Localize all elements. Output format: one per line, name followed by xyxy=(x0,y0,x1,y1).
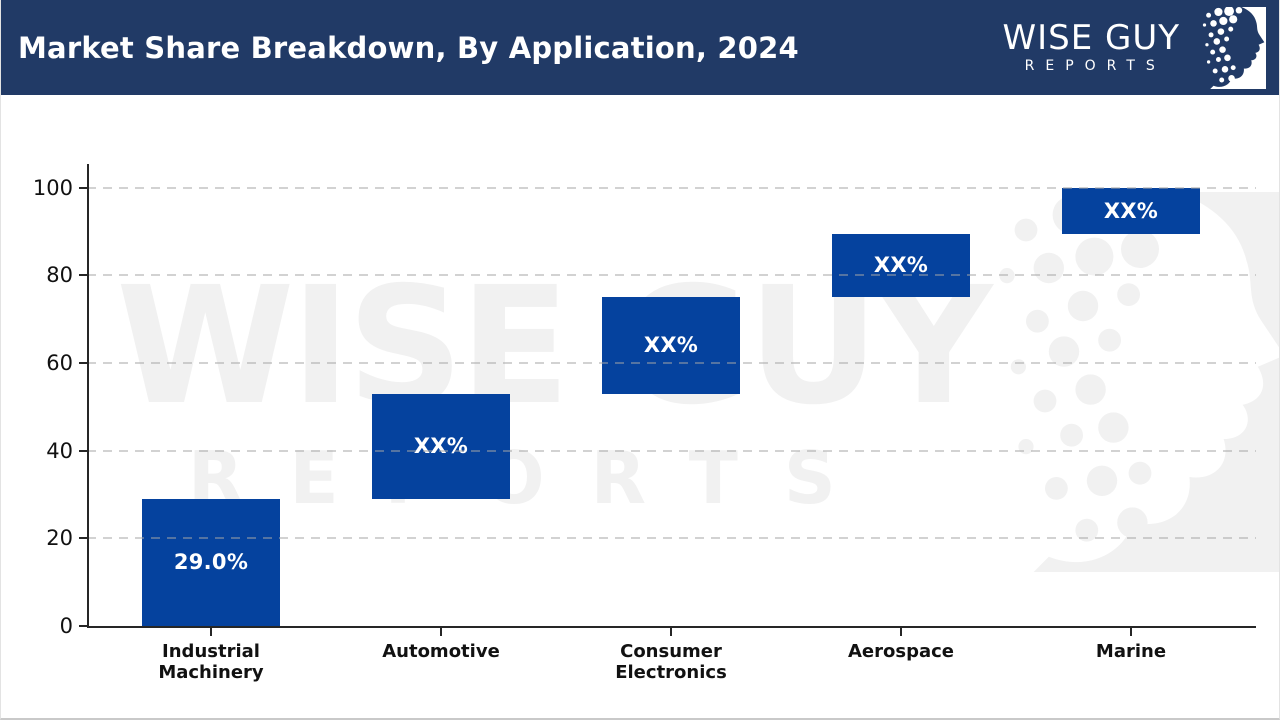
bar-value-label-2: XX% xyxy=(413,434,469,459)
bar-value-label-4: XX% xyxy=(873,253,929,278)
y-tick-80 xyxy=(79,274,87,277)
y-axis-line xyxy=(87,164,89,628)
bar-1: 29.0% xyxy=(142,498,280,626)
bar-value-label-1: 29.0% xyxy=(173,550,249,575)
chart-title: Market Share Breakdown, By Application, … xyxy=(18,30,799,65)
gridline-40 xyxy=(87,449,1256,452)
y-tick-100 xyxy=(79,186,87,189)
logo-wordmark: WISE GUY xyxy=(1002,17,1180,58)
y-tick-label-80: 80 xyxy=(46,263,73,288)
logo-text: WISE GUY REPORTS xyxy=(1002,17,1180,75)
bar-2: XX% xyxy=(372,393,510,499)
x-category-label-2: Automotive xyxy=(382,641,500,662)
y-tick-label-60: 60 xyxy=(46,351,73,376)
x-category-label-5: Marine xyxy=(1095,641,1167,662)
header-bar: Market Share Breakdown, By Application, … xyxy=(0,0,1280,95)
x-tick-2 xyxy=(440,628,442,636)
y-tick-60 xyxy=(79,362,87,365)
y-tick-label-100: 100 xyxy=(32,175,73,200)
gridline-80 xyxy=(87,274,1256,277)
watermark-subtext: REPORTS xyxy=(188,436,882,520)
y-tick-label-20: 20 xyxy=(46,526,73,551)
y-tick-label-40: 40 xyxy=(46,438,73,463)
wise-guy-logo: WISE GUY REPORTS xyxy=(1002,7,1280,89)
gridline-100 xyxy=(87,186,1256,189)
x-tick-4 xyxy=(900,628,902,636)
x-category-label-1: Industrial Machinery xyxy=(158,641,264,684)
y-tick-40 xyxy=(79,449,87,452)
bar-3: XX% xyxy=(602,297,740,394)
x-category-label-4: Aerospace xyxy=(847,641,954,662)
bar-value-label-5: XX% xyxy=(1103,198,1159,223)
x-tick-3 xyxy=(670,628,672,636)
logo-subtext: REPORTS xyxy=(1024,58,1166,75)
x-category-label-3: Consumer Electronics xyxy=(615,641,727,684)
x-axis-line xyxy=(87,626,1256,628)
bar-5: XX% xyxy=(1062,187,1200,234)
logo-face-icon xyxy=(1184,7,1266,89)
gridline-60 xyxy=(87,362,1256,365)
y-tick-label-0: 0 xyxy=(59,614,73,638)
y-tick-20 xyxy=(79,537,87,540)
x-tick-1 xyxy=(210,628,212,636)
bar-4: XX% xyxy=(832,233,970,298)
y-tick-0 xyxy=(79,625,87,627)
x-tick-5 xyxy=(1130,628,1132,636)
bar-value-label-3: XX% xyxy=(643,333,699,358)
gridline-20 xyxy=(87,537,1256,540)
